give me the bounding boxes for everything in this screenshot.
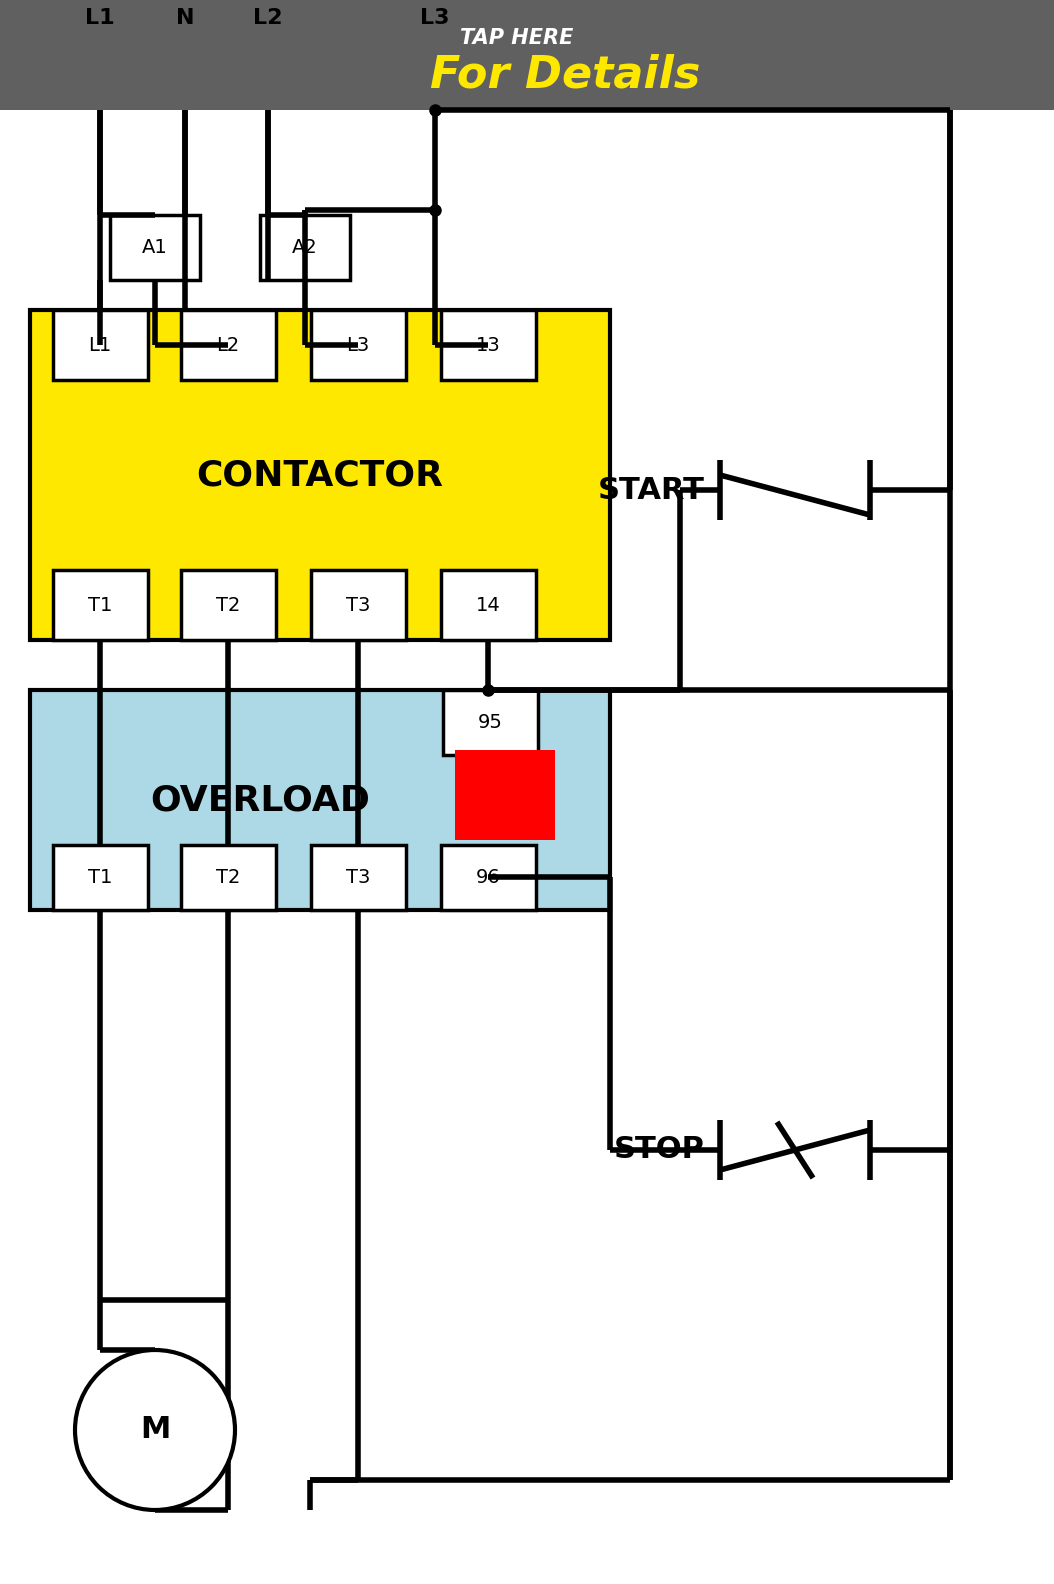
Bar: [311, 844, 406, 909]
Bar: [443, 691, 538, 756]
Text: TAP HERE: TAP HERE: [460, 29, 573, 48]
Text: L3: L3: [421, 8, 450, 29]
Text: T3: T3: [346, 868, 370, 887]
Bar: [441, 310, 536, 380]
Bar: [181, 844, 276, 909]
Bar: [441, 570, 536, 640]
Text: 14: 14: [475, 596, 501, 615]
Text: T2: T2: [216, 868, 240, 887]
Text: M: M: [140, 1416, 170, 1445]
Text: CONTACTOR: CONTACTOR: [196, 458, 444, 493]
Circle shape: [75, 1350, 235, 1510]
Text: START: START: [598, 475, 705, 504]
Bar: [110, 215, 200, 280]
Text: 13: 13: [475, 336, 501, 355]
Text: L2: L2: [253, 8, 282, 29]
Text: L3: L3: [347, 336, 370, 355]
Bar: [311, 310, 406, 380]
Text: 96: 96: [475, 868, 501, 887]
Text: A2: A2: [292, 238, 318, 257]
Text: L1: L1: [85, 8, 115, 29]
Bar: [0, 0, 1054, 109]
Bar: [441, 844, 536, 909]
Text: A1: A1: [142, 238, 168, 257]
Text: T2: T2: [216, 596, 240, 615]
Text: T3: T3: [346, 596, 370, 615]
Text: OVERLOAD: OVERLOAD: [150, 782, 370, 817]
Text: L2: L2: [216, 336, 239, 355]
Text: For Details: For Details: [430, 54, 700, 97]
Bar: [30, 310, 610, 640]
Bar: [181, 310, 276, 380]
Text: 95: 95: [477, 713, 503, 732]
Bar: [30, 691, 610, 909]
Text: T1: T1: [87, 868, 112, 887]
Bar: [53, 844, 148, 909]
Bar: [53, 570, 148, 640]
Bar: [181, 570, 276, 640]
Bar: [260, 215, 350, 280]
Bar: [53, 310, 148, 380]
Text: N: N: [176, 8, 194, 29]
Text: T1: T1: [87, 596, 112, 615]
Text: L1: L1: [89, 336, 112, 355]
Bar: [311, 570, 406, 640]
Bar: [455, 749, 555, 840]
Text: STOP: STOP: [614, 1136, 705, 1164]
